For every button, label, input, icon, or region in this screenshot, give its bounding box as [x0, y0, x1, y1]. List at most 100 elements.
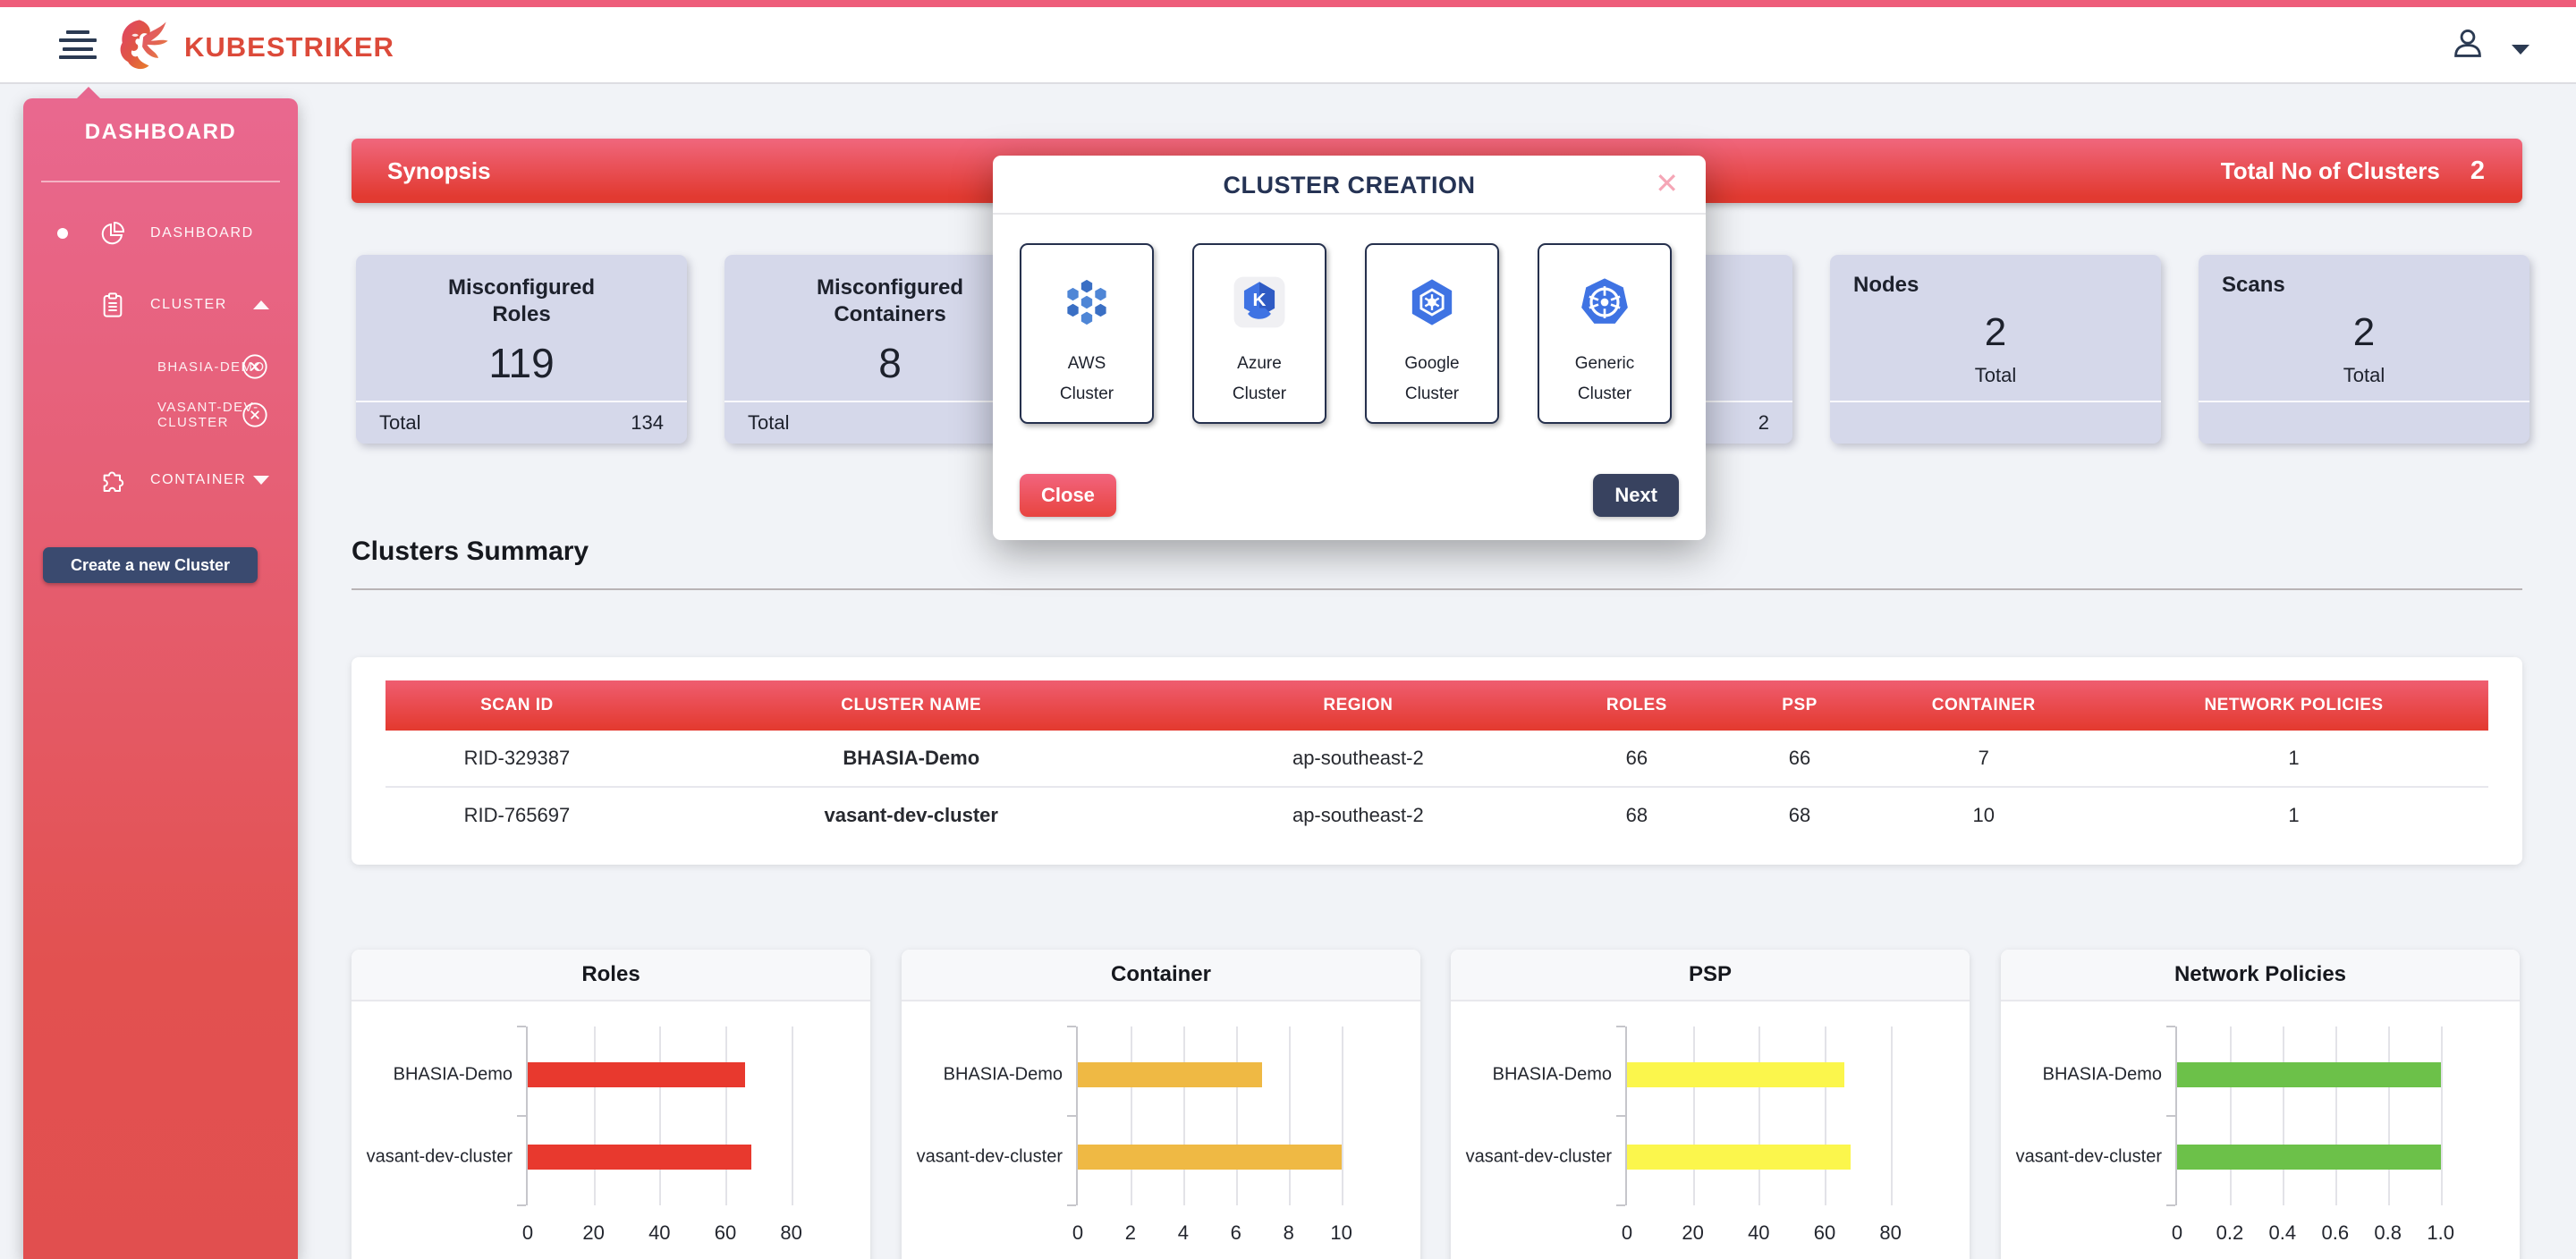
kubestriker-lion-logo [111, 14, 172, 80]
cluster-name-link[interactable]: BHASIA-Demo [648, 731, 1174, 788]
axis-tick-label: 10 [1330, 1221, 1352, 1244]
gridline [791, 1027, 793, 1205]
azure-cluster-icon: K [1231, 274, 1288, 331]
axis-tick-label: 4 [1177, 1221, 1189, 1244]
axis-tickmark [2166, 1115, 2175, 1117]
user-icon[interactable] [2447, 23, 2488, 69]
column-header-region: REGION [1323, 696, 1394, 714]
axis-tick-label: 0.6 [2321, 1221, 2350, 1244]
next-button[interactable]: Next [1593, 474, 1679, 517]
sidebar-item-label: DASHBOARD [150, 225, 254, 241]
modal-title: CLUSTER CREATION [1223, 172, 1476, 199]
remove-cluster-icon[interactable] [241, 352, 269, 381]
category-label: BHASIA-Demo [2042, 1064, 2162, 1085]
axis-tick-label: 20 [1682, 1221, 1704, 1244]
axis-tick-label: 1.0 [2427, 1221, 2454, 1244]
axis-tickmark [517, 1115, 526, 1117]
stat-card-divider [1830, 401, 2161, 402]
column-header-cluster-name: CLUSTER NAME [841, 696, 982, 714]
stat-card-nodes: Nodes 2 Total [1830, 255, 2161, 444]
axis-tickmark [1067, 1026, 1076, 1027]
sidebar-item-container[interactable]: CONTAINER [23, 463, 298, 497]
chevron-down-icon[interactable] [253, 476, 269, 485]
stat-card-subtitle: Total [1974, 364, 2017, 386]
cluster-name-link[interactable]: vasant-dev-cluster [824, 804, 998, 826]
stat-card-divider [2199, 401, 2529, 402]
column-header-network-policies: NETWORK POLICIES [2204, 696, 2384, 714]
table-header-row: SCAN ID CLUSTER NAME REGION ROLES PSP CO… [386, 680, 2488, 731]
chart-axis-region: 0 20 40 60 80 [1616, 1026, 1902, 1244]
close-button[interactable]: Close [1020, 474, 1116, 517]
option-label-line1: Azure [1237, 354, 1282, 373]
stat-card-misconfigured-roles: Misconfigured Roles 119 Total 134 [356, 255, 687, 444]
bar-BHASIA-Demo [1078, 1062, 1263, 1087]
axis-tick-label: 0 [521, 1221, 534, 1244]
stat-card-title: Misconfigured Roles [447, 275, 595, 326]
chart-axis-region: 0 2 4 6 8 10 [1067, 1026, 1352, 1244]
chart-title: PSP [1451, 950, 1970, 1001]
sidebar-subitem-vasant-dev-cluster[interactable]: VASANT-DEV-CLUSTER [23, 398, 298, 432]
axis-tick-label: 20 [582, 1221, 605, 1244]
option-azure-cluster[interactable]: K Azure Cluster [1192, 243, 1326, 424]
stat-card-divider [356, 401, 687, 402]
hamburger-menu-icon[interactable] [59, 27, 97, 63]
sidebar-item-dashboard[interactable]: DASHBOARD [23, 216, 298, 250]
option-aws-cluster[interactable]: AWS Cluster [1020, 243, 1154, 424]
axis-tick-label: 8 [1283, 1221, 1294, 1244]
cell-region: ap-southeast-2 [1174, 731, 1543, 788]
chart-plot: BHASIA-Demo vasant-dev-cluster 0 0.2 0.4 0.6 0… [2016, 1025, 2493, 1246]
remove-cluster-icon[interactable] [241, 401, 269, 429]
option-generic-cluster[interactable]: Generic Cluster [1538, 243, 1672, 424]
stat-card-title: Nodes [1853, 273, 1919, 297]
axis-tick-label: 0.4 [2268, 1221, 2297, 1244]
user-dropdown-caret-icon[interactable] [2512, 45, 2529, 55]
stat-card-footer-label: Total [379, 411, 421, 434]
column-header-roles: ROLES [1606, 696, 1667, 714]
bar-BHASIA-Demo [528, 1062, 746, 1087]
stat-card-footer-value: 134 [631, 411, 664, 434]
stat-card-value: 119 [488, 340, 555, 386]
synopsis-title: Synopsis [387, 156, 491, 184]
axis-tick-label: 0.8 [2374, 1221, 2402, 1244]
option-google-cluster[interactable]: Google Cluster [1365, 243, 1499, 424]
chart-title: Network Policies [2001, 950, 2520, 1001]
clipboard-icon [103, 292, 123, 317]
cell-network-policies: 1 [2288, 804, 2300, 826]
chart-card-psp: PSP BHASIA-Demo vasant-dev-cluster 0 20 40 60… [1451, 950, 1970, 1259]
bar-vasant-dev-cluster [1078, 1145, 1342, 1170]
gridline [593, 1027, 596, 1205]
column-header-container: CONTAINER [1931, 696, 2036, 714]
puzzle-icon [103, 471, 124, 492]
category-label: vasant-dev-cluster [916, 1146, 1063, 1167]
clusters-summary-divider [352, 588, 2522, 590]
axis-tick-label: 40 [648, 1221, 671, 1244]
axis-tickmark [1616, 1026, 1625, 1027]
axis-tickmark [517, 1026, 526, 1027]
create-new-cluster-button[interactable]: Create a new Cluster [43, 547, 258, 583]
cell-scan-id: RID-765697 [463, 804, 571, 826]
stat-card-subtitle: Total [2343, 364, 2385, 386]
cell-roles: 68 [1625, 804, 1648, 826]
pie-chart-icon [101, 221, 125, 245]
axis-tick-label: 0 [2171, 1221, 2183, 1244]
aws-cluster-icon [1058, 274, 1115, 331]
synopsis-bar: Synopsis Total No of Clusters 2 [352, 139, 2522, 203]
chevron-up-icon[interactable] [253, 300, 269, 309]
bar-BHASIA-Demo [2177, 1062, 2441, 1087]
axis-tickmark [2166, 1026, 2175, 1027]
clusters-summary-heading: Clusters Summary [352, 537, 589, 566]
option-label-line2: Cluster [1404, 384, 1460, 403]
close-icon[interactable]: ✕ [1655, 167, 1679, 199]
cell-psp: 66 [1731, 731, 1868, 788]
gridline [2282, 1027, 2284, 1205]
gridline [2440, 1027, 2443, 1205]
sidebar-subitem-label: VASANT-DEV-CLUSTER [157, 400, 259, 430]
top-accent-strip [0, 0, 2576, 7]
brand-title: KUBESTRIKER [184, 31, 394, 63]
stat-card-value: 2 [2352, 310, 2376, 354]
sidebar-subitem-bhasia-demo[interactable]: BHASIA-DEMO [23, 350, 298, 384]
sidebar-title: DASHBOARD [84, 120, 237, 144]
sidebar-item-cluster[interactable]: CLUSTER [23, 288, 298, 322]
stat-card-title: Misconfigured Containers [816, 275, 963, 326]
category-label: BHASIA-Demo [393, 1064, 513, 1085]
